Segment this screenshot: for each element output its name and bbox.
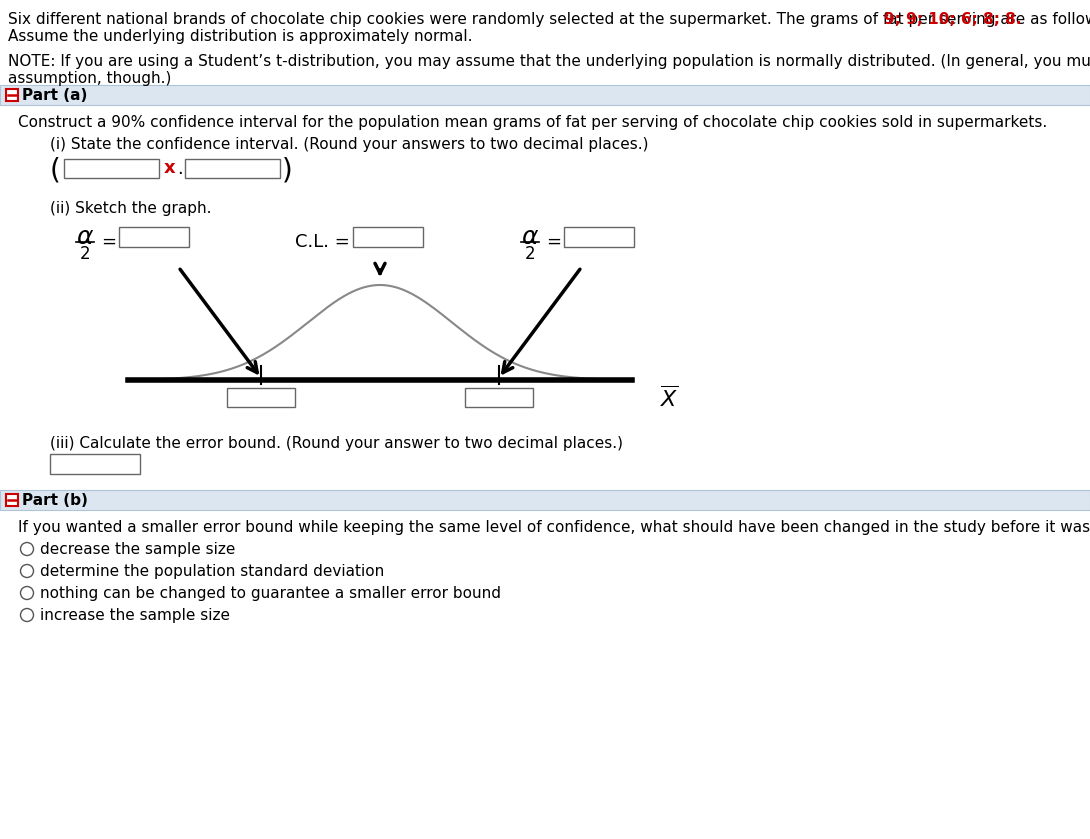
Text: Six different national brands of chocolate chip cookies were randomly selected a: Six different national brands of chocola… <box>8 12 1090 27</box>
Text: If you wanted a smaller error bound while keeping the same level of confidence, : If you wanted a smaller error bound whil… <box>19 520 1090 535</box>
Text: (iii) Calculate the error bound. (Round your answer to two decimal places.): (iii) Calculate the error bound. (Round … <box>50 436 623 451</box>
Bar <box>7 89 19 101</box>
Text: x: x <box>164 159 175 177</box>
Circle shape <box>21 565 34 577</box>
Text: determine the population standard deviation: determine the population standard deviat… <box>40 564 385 579</box>
Text: $\alpha$: $\alpha$ <box>521 225 540 249</box>
Circle shape <box>21 586 34 600</box>
Text: C.L. =: C.L. = <box>295 233 350 251</box>
Bar <box>119 227 189 247</box>
Text: assumption, though.): assumption, though.) <box>8 71 171 86</box>
Text: Part (a): Part (a) <box>22 88 87 103</box>
Bar <box>353 227 423 247</box>
Text: (i) State the confidence interval. (Round your answers to two decimal places.): (i) State the confidence interval. (Roun… <box>50 137 649 152</box>
Text: Part (b): Part (b) <box>22 493 88 508</box>
Text: (ii) Sketch the graph.: (ii) Sketch the graph. <box>50 201 211 216</box>
Text: Construct a 90% confidence interval for the population mean grams of fat per ser: Construct a 90% confidence interval for … <box>19 115 1047 130</box>
Circle shape <box>21 543 34 555</box>
Bar <box>464 388 533 407</box>
Bar <box>564 227 634 247</box>
Bar <box>64 159 159 178</box>
Text: 2: 2 <box>80 245 90 263</box>
Text: nothing can be changed to guarantee a smaller error bound: nothing can be changed to guarantee a sm… <box>40 586 501 601</box>
Text: decrease the sample size: decrease the sample size <box>40 542 235 557</box>
Text: $\alpha$: $\alpha$ <box>76 225 94 249</box>
Bar <box>0 85 1090 105</box>
Bar <box>50 454 140 474</box>
Bar <box>0 490 1090 510</box>
Text: NOTE: If you are using a Student’s t-distribution, you may assume that the under: NOTE: If you are using a Student’s t-dis… <box>8 54 1090 69</box>
Bar <box>185 159 280 178</box>
Text: Assume the underlying distribution is approximately normal.: Assume the underlying distribution is ap… <box>8 29 472 44</box>
Text: ): ) <box>282 157 293 185</box>
Text: 2: 2 <box>524 245 535 263</box>
Bar <box>227 388 295 407</box>
Text: 9; 9; 10; 6; 8; 8.: 9; 9; 10; 6; 8; 8. <box>884 12 1021 27</box>
Text: increase the sample size: increase the sample size <box>40 608 230 623</box>
Text: $\overline{X}$: $\overline{X}$ <box>661 385 679 410</box>
Bar <box>7 494 19 506</box>
Text: (: ( <box>50 157 61 185</box>
Text: .: . <box>177 160 183 178</box>
Circle shape <box>21 608 34 622</box>
Text: =: = <box>546 233 561 251</box>
Text: =: = <box>101 233 116 251</box>
